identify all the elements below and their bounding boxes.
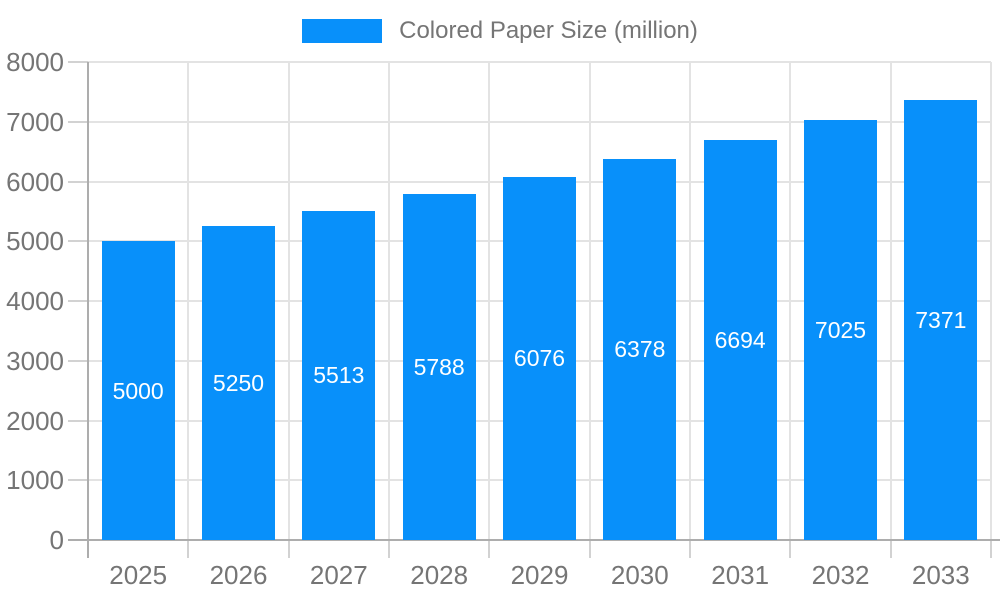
x-axis-label: 2032 xyxy=(811,560,870,590)
bar-value-label: 5250 xyxy=(212,370,265,397)
x-axis-label: 2031 xyxy=(711,560,770,590)
gridline-vertical xyxy=(889,62,892,540)
y-tick xyxy=(68,359,88,362)
y-axis-label: 5000 xyxy=(6,226,64,257)
y-axis-label: 8000 xyxy=(6,47,64,77)
y-axis-label: 1000 xyxy=(6,465,64,496)
bar-value-label: 6076 xyxy=(513,345,566,372)
bar-value-label: 5000 xyxy=(112,377,164,404)
y-axis-label: 7000 xyxy=(6,106,64,137)
y-tick xyxy=(68,479,88,482)
gridline-vertical xyxy=(588,62,591,540)
bar-2028 xyxy=(402,194,476,540)
bar-2031 xyxy=(703,140,777,540)
gridline-vertical xyxy=(990,62,992,540)
legend: Colored Paper Size (million) xyxy=(0,16,1000,46)
x-tick xyxy=(889,540,892,558)
x-axis-label: 2028 xyxy=(410,560,469,590)
x-tick xyxy=(789,540,792,558)
x-tick xyxy=(287,540,290,558)
x-axis-label: 2026 xyxy=(209,560,268,590)
gridline-vertical xyxy=(789,62,792,540)
y-tick xyxy=(68,419,88,422)
gridline-vertical xyxy=(488,62,491,540)
gridline-horizontal xyxy=(88,120,991,123)
bar-2026 xyxy=(202,226,275,540)
x-tick xyxy=(187,540,190,558)
x-axis-label: 2025 xyxy=(109,560,168,590)
y-tick xyxy=(68,120,88,123)
bar-value-label: 6378 xyxy=(614,336,666,363)
bar-2033 xyxy=(904,99,978,540)
legend-label: Colored Paper Size (million) xyxy=(399,17,698,44)
gridline-vertical xyxy=(689,62,691,540)
y-axis-label: 4000 xyxy=(6,286,64,316)
x-axis-label: 2027 xyxy=(309,560,368,590)
x-axis-label: 2030 xyxy=(610,560,669,590)
y-tick xyxy=(68,300,88,302)
y-tick xyxy=(68,61,88,63)
y-axis-label: 2000 xyxy=(6,405,64,436)
x-axis-label: 2029 xyxy=(510,560,569,590)
bar-value-label: 5788 xyxy=(413,354,465,381)
gridline-horizontal xyxy=(88,61,991,63)
legend-swatch xyxy=(302,19,383,43)
gridline-vertical xyxy=(388,62,390,540)
y-axis-line xyxy=(87,62,89,558)
bar-value-label: 6694 xyxy=(714,327,766,354)
bar-2032 xyxy=(804,120,877,540)
bar-2030 xyxy=(603,158,677,540)
bar-2027 xyxy=(302,210,376,540)
y-tick xyxy=(68,180,88,183)
y-axis-label: 3000 xyxy=(6,345,64,376)
x-tick xyxy=(990,540,992,558)
bar-value-label: 7025 xyxy=(814,317,867,344)
x-tick xyxy=(388,540,390,558)
bar-value-label: 7371 xyxy=(915,306,967,333)
y-axis-label: 0 xyxy=(49,525,64,555)
bar-2025 xyxy=(101,241,175,540)
gridline-vertical xyxy=(287,62,290,540)
bar-2029 xyxy=(503,176,576,540)
x-tick xyxy=(588,540,591,558)
x-axis-label: 2033 xyxy=(911,560,970,590)
gridline-vertical xyxy=(187,62,190,540)
x-tick xyxy=(689,540,691,558)
x-tick xyxy=(488,540,491,558)
bar-value-label: 5513 xyxy=(313,362,365,389)
x-axis-line xyxy=(68,539,1000,541)
y-tick xyxy=(68,240,88,243)
y-axis-label: 6000 xyxy=(6,166,64,197)
